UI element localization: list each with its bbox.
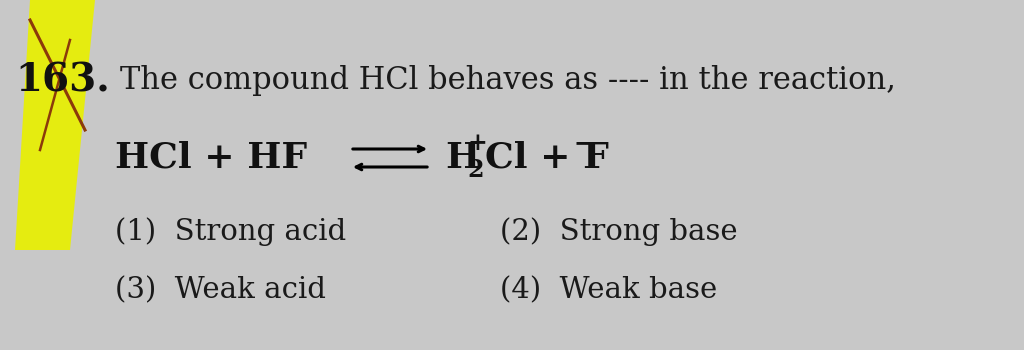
Text: Cl + F: Cl + F [485, 141, 609, 175]
Text: 2: 2 [467, 158, 483, 182]
Polygon shape [15, 0, 95, 250]
Text: (1)  Strong acid: (1) Strong acid [115, 218, 346, 246]
Text: −: − [573, 131, 593, 155]
Text: HCl + HF: HCl + HF [115, 141, 307, 175]
Text: (4)  Weak base: (4) Weak base [500, 276, 717, 304]
Text: (3)  Weak acid: (3) Weak acid [115, 276, 326, 304]
Text: The compound HCl behaves as ---- in the reaction,: The compound HCl behaves as ---- in the … [120, 64, 896, 96]
Text: 163.: 163. [15, 61, 110, 99]
Text: (2)  Strong base: (2) Strong base [500, 218, 737, 246]
Text: +: + [467, 131, 486, 155]
Text: H: H [445, 141, 479, 175]
